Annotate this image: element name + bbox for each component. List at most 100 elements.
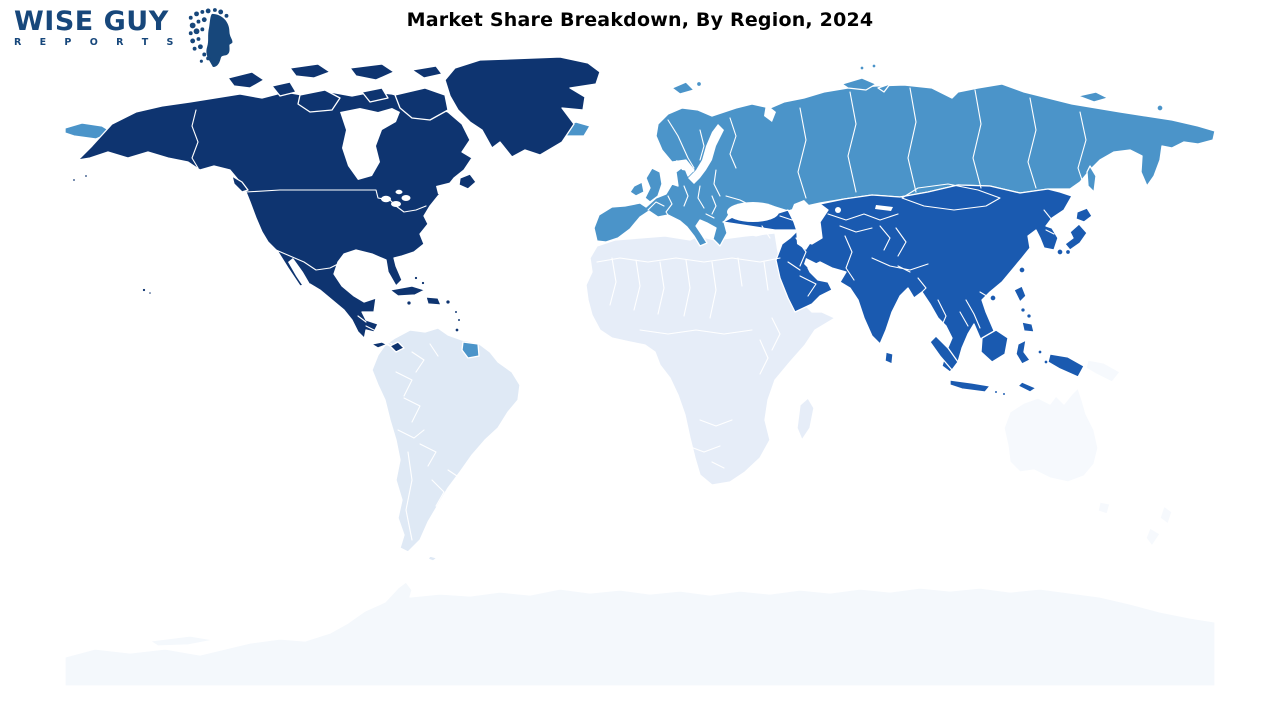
logo-head-shapes-shape bbox=[190, 38, 195, 44]
tasmania bbox=[1097, 501, 1111, 515]
australia bbox=[1003, 387, 1099, 483]
novaya-zemlya-2 bbox=[877, 83, 891, 93]
moluccas bbox=[1037, 349, 1043, 355]
logo-text: WISE GUY R E P O R T S bbox=[14, 8, 181, 48]
sumatra bbox=[929, 335, 959, 371]
border-europe-1 bbox=[647, 185, 705, 219]
cuba bbox=[389, 285, 426, 297]
antilles-1 bbox=[453, 309, 459, 315]
skagerrak bbox=[676, 160, 694, 172]
border-scandinavia bbox=[667, 117, 737, 169]
jamaica bbox=[406, 300, 412, 306]
madagascar bbox=[796, 397, 815, 441]
victoria-island bbox=[297, 89, 341, 113]
logo-head-shapes-shape bbox=[189, 22, 196, 29]
border-middle-east bbox=[739, 215, 855, 297]
logo-head-shapes-shape bbox=[205, 8, 211, 14]
border-mongolia bbox=[901, 183, 1001, 211]
region-oceania bbox=[1003, 359, 1173, 547]
logo-head-shapes-shape bbox=[206, 13, 233, 68]
logo-head-shapes-shape bbox=[206, 56, 210, 61]
bahamas bbox=[413, 275, 419, 281]
logo-head-shapes-shape bbox=[197, 44, 203, 50]
border-africa-central bbox=[639, 329, 753, 335]
logo-head-shapes-shape bbox=[196, 19, 201, 24]
country-borders bbox=[191, 87, 1087, 541]
great-lake-2 bbox=[391, 201, 401, 207]
logo-head-shapes-shape bbox=[199, 59, 203, 63]
region-asia-middle-east bbox=[722, 184, 1093, 397]
logo-head-icon bbox=[188, 8, 233, 68]
hudson-bay bbox=[340, 108, 400, 180]
aleutian-2 bbox=[71, 177, 77, 183]
new-siberian-islands bbox=[1077, 91, 1109, 103]
banks-island bbox=[271, 81, 297, 97]
logo: WISE GUY R E P O R T S bbox=[14, 8, 241, 70]
united-kingdom bbox=[644, 167, 663, 203]
border-alaska-canada bbox=[191, 109, 199, 169]
franz-josef bbox=[859, 65, 865, 71]
border-himalaya bbox=[871, 257, 929, 297]
border-us-canada bbox=[245, 189, 427, 213]
greenland bbox=[444, 56, 601, 158]
arctic-island-5 bbox=[411, 65, 443, 79]
logo-head-shapes-shape bbox=[201, 17, 207, 23]
french-guiana bbox=[461, 341, 480, 359]
great-lake-3 bbox=[401, 195, 411, 201]
logo-subtext: R E P O R T S bbox=[14, 37, 181, 48]
logo-head-shapes-shape bbox=[188, 31, 193, 36]
antarctica bbox=[64, 581, 1216, 687]
wrangel-island bbox=[1156, 104, 1164, 112]
border-europe-2 bbox=[699, 169, 753, 227]
region-north-america bbox=[71, 56, 601, 353]
sulawesi bbox=[1015, 339, 1031, 365]
hawaii bbox=[141, 287, 147, 293]
logo-head-shapes-shape bbox=[200, 10, 205, 14]
aleutian-1 bbox=[83, 173, 89, 179]
aral-sea bbox=[835, 207, 841, 213]
great-lake-4 bbox=[395, 189, 403, 195]
antilles-2 bbox=[456, 317, 462, 323]
logo-wordmark: WISE GUY bbox=[14, 6, 169, 37]
svalbard bbox=[671, 81, 695, 95]
japan-kyushu bbox=[1056, 248, 1064, 256]
baltic-sea bbox=[688, 124, 724, 184]
java bbox=[949, 379, 991, 393]
logo-head-shapes-shape bbox=[202, 52, 207, 57]
philippines-visayas bbox=[1020, 307, 1026, 313]
border-central-asia bbox=[827, 213, 907, 257]
border-se-asia bbox=[937, 209, 1055, 331]
region-south-america bbox=[371, 327, 521, 562]
border-africa-east bbox=[759, 317, 781, 375]
baffin-island bbox=[394, 87, 449, 121]
timor bbox=[1017, 381, 1037, 393]
persian-gulf bbox=[804, 258, 828, 278]
papua-indonesia bbox=[1047, 353, 1085, 378]
black-sea bbox=[727, 202, 779, 222]
caspian-sea bbox=[790, 200, 814, 250]
border-us-mexico bbox=[261, 239, 343, 271]
logo-head-shapes-shape bbox=[218, 9, 223, 15]
asia-mainland bbox=[722, 184, 1073, 373]
japan-honshu bbox=[1064, 223, 1088, 251]
philippines-mindanao bbox=[1021, 321, 1035, 333]
japan-hokkaido bbox=[1075, 207, 1093, 223]
chart-title: Market Share Breakdown, By Region, 2024 bbox=[406, 9, 874, 31]
border-chile-argentina bbox=[405, 451, 413, 541]
novaya-zemlya bbox=[841, 77, 877, 91]
border-africa-sahara bbox=[596, 257, 781, 263]
border-africa-west bbox=[609, 257, 769, 319]
border-russia-internal bbox=[797, 87, 1087, 199]
lake-balkhash bbox=[875, 205, 893, 211]
new-zealand-south bbox=[1145, 527, 1161, 547]
sakhalin bbox=[1086, 165, 1097, 193]
logo-head-shapes-shape bbox=[196, 37, 201, 41]
newfoundland bbox=[458, 173, 477, 190]
trinidad bbox=[454, 327, 460, 333]
hainan bbox=[989, 294, 997, 302]
logo-head-shapes-shape bbox=[188, 15, 193, 20]
arctic-island-3 bbox=[349, 63, 395, 81]
japan-shikoku bbox=[1064, 248, 1072, 256]
philippines-luzon bbox=[1013, 285, 1027, 303]
